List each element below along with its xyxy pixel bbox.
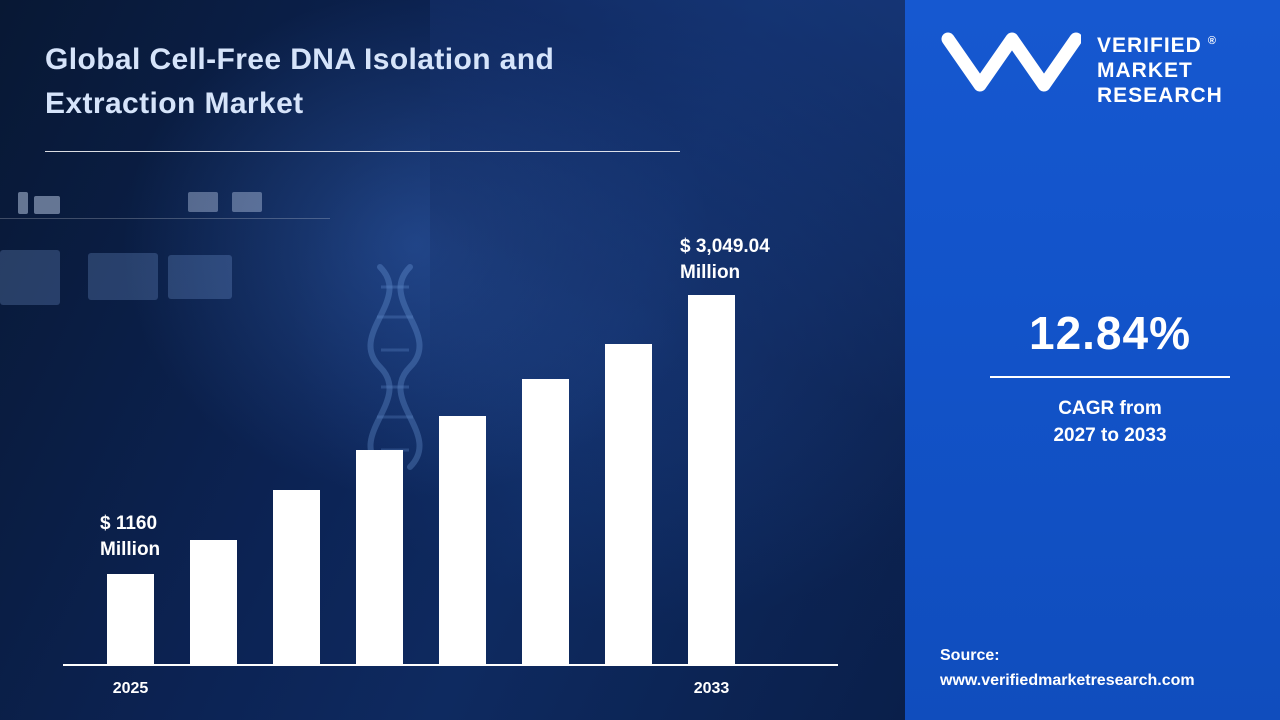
decor-people-icon xyxy=(188,192,218,212)
source-label: Source: xyxy=(940,647,1000,665)
brand-line-research: RESEARCH xyxy=(1097,83,1223,107)
source-block: Source: www.verifiedmarketresearch.com xyxy=(940,644,1195,694)
last-bar-value-label: $ 3,049.04 Million xyxy=(680,234,770,286)
x-tick-2025: 2025 xyxy=(112,680,149,697)
bar xyxy=(439,416,486,664)
first-bar-value: $ 1160 xyxy=(100,512,158,534)
bar-series xyxy=(107,295,735,664)
last-bar-unit: Million xyxy=(680,261,741,283)
bar xyxy=(107,574,154,664)
cagr-label: CAGR from 2027 to 2033 xyxy=(955,396,1265,449)
cagr-underline xyxy=(990,376,1230,378)
x-tick-2033: 2033 xyxy=(693,680,730,697)
background-hand-silhouette xyxy=(430,0,905,720)
first-bar-value-label: $ 1160 Million xyxy=(100,511,160,563)
cagr-value: 12.84% xyxy=(1028,307,1191,359)
decor-line xyxy=(0,218,330,219)
source-url: www.verifiedmarketresearch.com xyxy=(940,672,1195,690)
bar-chart: $ 1160 Million $ 3,049.04 Million 2025 2… xyxy=(63,196,838,697)
page-title: Global Cell-Free DNA Isolation and Extra… xyxy=(45,38,745,125)
bar xyxy=(190,540,237,664)
title-underline xyxy=(45,151,680,152)
cagr-label-line1: CAGR from xyxy=(1058,398,1162,419)
brand-line-verified: VERIFIED xyxy=(1097,34,1202,57)
last-bar-value: $ 3,049.04 xyxy=(680,235,770,257)
bar xyxy=(605,344,652,664)
cagr-block: 12.84% CAGR from 2027 to 2033 xyxy=(955,306,1265,449)
registered-trademark-icon: ® xyxy=(1207,35,1217,47)
bar xyxy=(356,450,403,664)
bar xyxy=(688,295,735,664)
decor-chart-icon xyxy=(18,192,28,214)
page-title-line1: Global Cell-Free DNA Isolation and xyxy=(45,43,555,76)
bar xyxy=(273,490,320,664)
decor-folder-shape xyxy=(88,253,158,300)
decor-folder-shape xyxy=(168,255,232,299)
first-bar-unit: Million xyxy=(100,538,161,560)
decor-people-icon xyxy=(232,192,262,212)
cagr-label-line2: 2027 to 2033 xyxy=(1053,424,1167,446)
x-axis-line xyxy=(63,664,838,666)
bar xyxy=(522,379,569,664)
page-title-line2: Extraction Market xyxy=(45,86,304,120)
right-panel: VERIFIED ® MARKET RESEARCH 12.84% CAGR fr… xyxy=(905,0,1280,720)
decor-chart-icon xyxy=(34,196,60,214)
vmr-monogram-icon xyxy=(941,32,1081,92)
brand-logo: VERIFIED ® MARKET RESEARCH xyxy=(941,32,1223,108)
brand-line-market: MARKET xyxy=(1097,58,1193,82)
decor-folder-shape xyxy=(0,250,60,305)
brand-name: VERIFIED ® MARKET RESEARCH xyxy=(1097,32,1223,108)
